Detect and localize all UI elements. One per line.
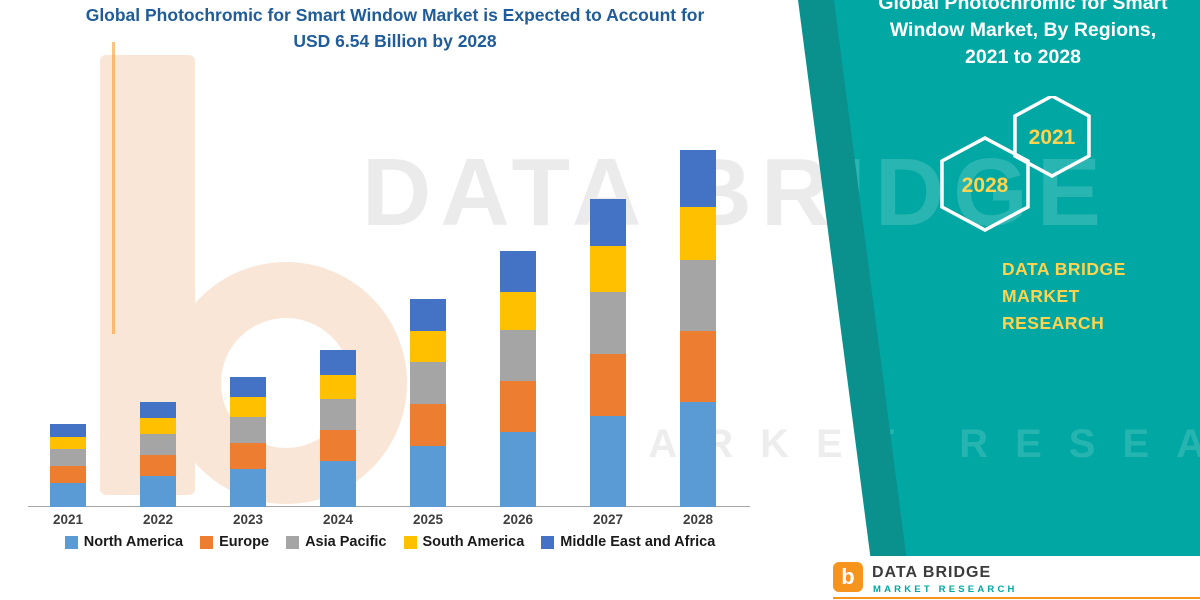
bar-segment-2023: [230, 469, 266, 507]
x-axis-label-2022: 2022: [142, 512, 174, 527]
bar-segment-2028: [680, 207, 716, 260]
legend-label: North America: [83, 534, 184, 550]
bar-segment-2025: [410, 299, 446, 331]
bar-segment-2024: [320, 430, 356, 461]
watermark-tagline-text-overlay: MARKET RESEARCH: [588, 422, 1200, 466]
bar-segment-2024: [320, 350, 356, 375]
bar-segment-2028: [680, 331, 716, 402]
year-hexagons: 2028 2021: [940, 96, 1091, 232]
bar-segment-2026: [500, 251, 536, 292]
company-logo-name: DATA BRIDGE: [872, 564, 992, 581]
bar-2026: [500, 251, 536, 507]
bar-2025: [410, 299, 446, 507]
legend-swatch: [286, 535, 300, 549]
x-axis-label-2025: 2025: [412, 512, 444, 527]
bar-segment-2027: [590, 246, 626, 292]
bar-segment-2026: [500, 432, 536, 507]
legend-label: Europe: [219, 534, 270, 550]
legend-label: Asia Pacific: [305, 534, 387, 550]
x-axis-label-2021: 2021: [52, 512, 84, 527]
company-logo-underline: [833, 597, 1200, 599]
legend-swatch: [541, 535, 555, 549]
bar-segment-2028: [680, 260, 716, 331]
panel-heading: Global Photochromic for Smart Window Mar…: [878, 0, 1168, 68]
bar-segment-2023: [230, 443, 266, 469]
bar-segment-2028: [680, 150, 716, 207]
x-axis-label-2023: 2023: [232, 512, 264, 527]
bar-segment-2022: [140, 418, 176, 434]
bar-segment-2023: [230, 377, 266, 397]
legend-swatch: [200, 535, 214, 549]
bar-segment-2023: [230, 397, 266, 417]
legend-swatch: [64, 535, 78, 549]
bar-segment-2025: [410, 362, 446, 404]
company-logo: b DATA BRIDGE MARKET RESEARCH: [788, 556, 1200, 600]
bar-segment-2022: [140, 455, 176, 476]
bar-segment-2024: [320, 375, 356, 399]
company-logo-subtitle: MARKET RESEARCH: [873, 584, 1018, 595]
legend-label: South America: [422, 534, 525, 550]
legend-item: Asia Pacific: [286, 534, 387, 550]
bar-segment-2021: [50, 437, 86, 449]
bar-2021: [50, 424, 86, 507]
bar-2022: [140, 402, 176, 507]
legend-item: North America: [64, 534, 184, 550]
bar-segment-2026: [500, 330, 536, 381]
bar-segment-2026: [500, 292, 536, 330]
legend-label: Middle East and Africa: [560, 534, 716, 550]
x-axis-label-2026: 2026: [502, 512, 534, 527]
panel-brand-text: DATA BRIDGE MARKET RESEARCH: [1002, 256, 1200, 337]
bar-segment-2021: [50, 449, 86, 466]
watermark-logo-bowl: [165, 262, 407, 504]
bar-segment-2021: [50, 483, 86, 507]
hexagon-2021-year: 2021: [1029, 126, 1076, 149]
bar-segment-2025: [410, 331, 446, 362]
chart-title: Global Photochromic for Smart Window Mar…: [10, 2, 780, 55]
bar-segment-2024: [320, 399, 356, 430]
bar-segment-2027: [590, 199, 626, 246]
x-axis-label-2028: 2028: [682, 512, 714, 527]
company-logo-icon: b: [833, 562, 863, 592]
hexagon-2028-year: 2028: [962, 174, 1009, 197]
bar-segment-2027: [590, 416, 626, 507]
hexagon-2028-outline: [940, 136, 1030, 232]
chart-title-line2: USD 6.54 Billion by 2028: [293, 31, 497, 52]
chart-legend: North America Europe Asia Pacific South Ame…: [10, 534, 770, 550]
bar-segment-2021: [50, 424, 86, 437]
bar-2027: [590, 199, 626, 507]
bar-segment-2023: [230, 417, 266, 443]
bar-segment-2028: [680, 402, 716, 507]
bar-segment-2027: [590, 354, 626, 416]
x-axis-label-2024: 2024: [322, 512, 354, 527]
hexagon-2021-outline: [1013, 96, 1091, 178]
bar-segment-2027: [590, 292, 626, 354]
bar-segment-2022: [140, 402, 176, 418]
chart-title-line1: Global Photochromic for Smart Window Mar…: [85, 5, 705, 25]
panel-brand-line1: DATA BRIDGE MARKET: [1002, 259, 1126, 306]
legend-swatch: [403, 535, 417, 549]
bar-2023: [230, 377, 266, 507]
legend-item: Europe: [200, 534, 269, 550]
x-axis-line: [28, 506, 750, 507]
panel-brand-line2: RESEARCH: [1002, 313, 1105, 333]
bar-segment-2025: [410, 446, 446, 507]
bar-segment-2025: [410, 404, 446, 446]
bar-2028: [680, 150, 716, 507]
bar-segment-2022: [140, 476, 176, 507]
bar-segment-2021: [50, 466, 86, 483]
bar-segment-2024: [320, 461, 356, 507]
watermark-brand-text-overlay: DATA BRIDGE: [362, 139, 1110, 246]
bar-2024: [320, 350, 356, 507]
watermark-logo-accent-line: [112, 42, 115, 334]
legend-item: South America: [403, 534, 525, 550]
bar-segment-2026: [500, 381, 536, 432]
x-axis-label-2027: 2027: [592, 512, 624, 527]
bar-segment-2022: [140, 434, 176, 455]
legend-item: Middle East and Africa: [541, 534, 715, 550]
